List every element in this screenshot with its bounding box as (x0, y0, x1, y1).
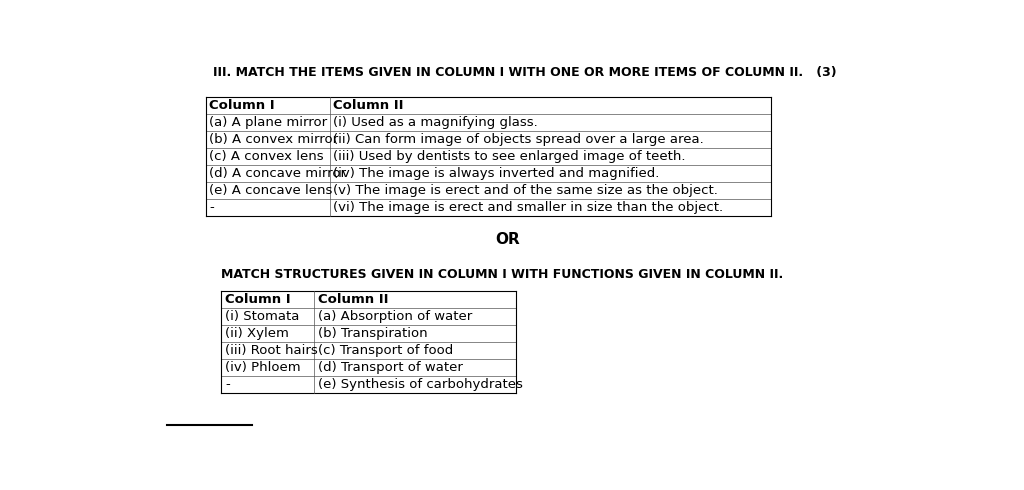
Text: Column II: Column II (317, 294, 388, 306)
Text: (b) Transpiration: (b) Transpiration (317, 327, 427, 340)
Text: Column I: Column I (209, 99, 275, 112)
Text: (e) A concave lens: (e) A concave lens (209, 184, 333, 197)
Text: (iv) The image is always inverted and magnified.: (iv) The image is always inverted and ma… (334, 167, 659, 180)
Text: (b) A convex mirror: (b) A convex mirror (209, 133, 339, 146)
Text: (i) Used as a magnifying glass.: (i) Used as a magnifying glass. (334, 116, 539, 129)
Text: (d) Transport of water: (d) Transport of water (317, 361, 463, 374)
Text: (c) A convex lens: (c) A convex lens (209, 150, 324, 163)
Text: (iv) Phloem: (iv) Phloem (225, 361, 300, 374)
Text: -: - (225, 378, 229, 391)
Bar (206, 98, 771, 216)
Text: MATCH STRUCTURES GIVEN IN COLUMN I WITH FUNCTIONS GIVEN IN COLUMN II.: MATCH STRUCTURES GIVEN IN COLUMN I WITH … (221, 268, 783, 281)
Text: (c) Transport of food: (c) Transport of food (317, 344, 454, 357)
Bar (221, 292, 515, 393)
Text: (iii) Root hairs: (iii) Root hairs (225, 344, 317, 357)
Text: (a) A plane mirror: (a) A plane mirror (209, 116, 328, 129)
Text: (iii) Used by dentists to see enlarged image of teeth.: (iii) Used by dentists to see enlarged i… (334, 150, 686, 163)
Text: (v) The image is erect and of the same size as the object.: (v) The image is erect and of the same s… (334, 184, 718, 197)
Text: Column I: Column I (225, 294, 291, 306)
Text: (d) A concave mirror: (d) A concave mirror (209, 167, 346, 180)
Text: (e) Synthesis of carbohydrates: (e) Synthesis of carbohydrates (317, 378, 522, 391)
Text: OR: OR (496, 232, 520, 247)
Text: (i) Stomata: (i) Stomata (225, 310, 299, 323)
Text: III. MATCH THE ITEMS GIVEN IN COLUMN I WITH ONE OR MORE ITEMS OF COLUMN II.   (3: III. MATCH THE ITEMS GIVEN IN COLUMN I W… (213, 67, 837, 79)
Text: (ii) Can form image of objects spread over a large area.: (ii) Can form image of objects spread ov… (334, 133, 705, 146)
Text: Column II: Column II (334, 99, 403, 112)
Text: (vi) The image is erect and smaller in size than the object.: (vi) The image is erect and smaller in s… (334, 201, 724, 214)
Text: -: - (209, 201, 214, 214)
Text: (ii) Xylem: (ii) Xylem (225, 327, 289, 340)
Text: (a) Absorption of water: (a) Absorption of water (317, 310, 472, 323)
